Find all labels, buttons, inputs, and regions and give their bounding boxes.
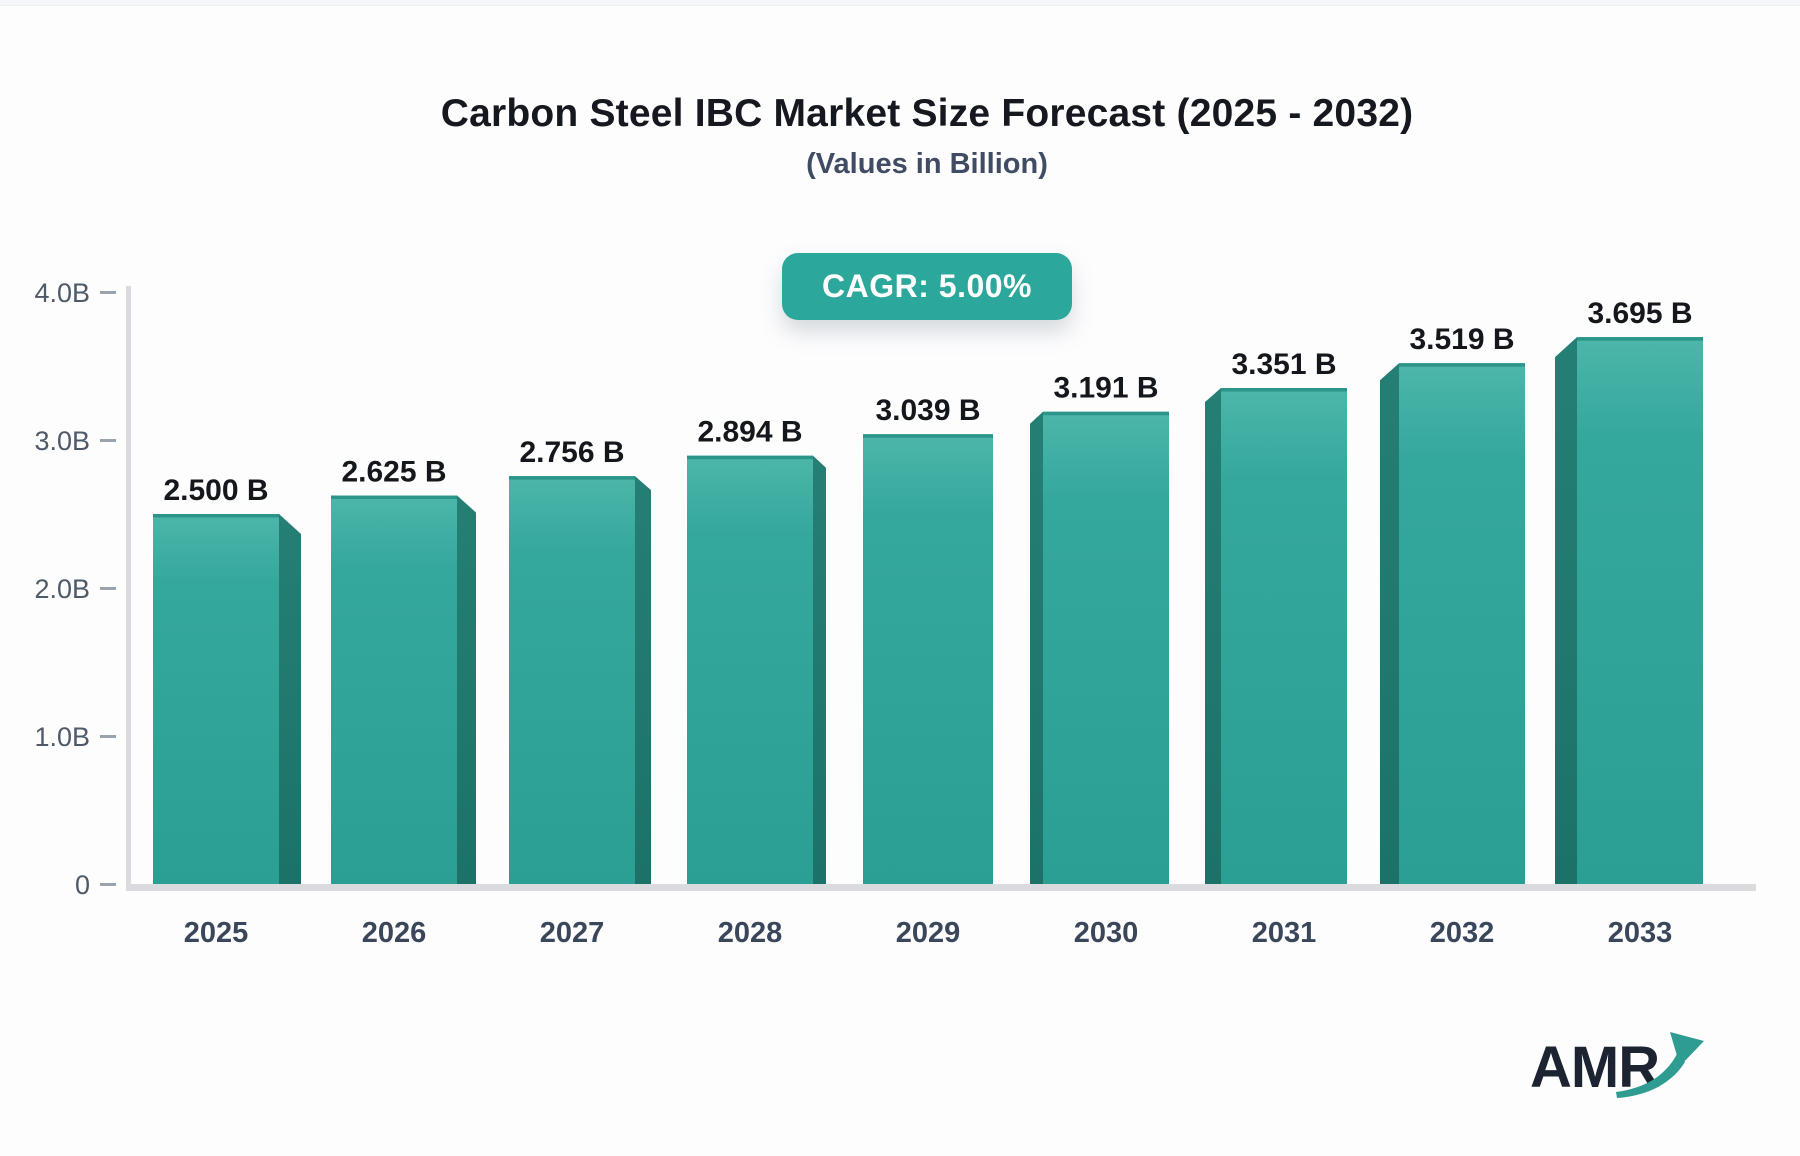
x-label-2028: 2028 <box>718 917 783 949</box>
bar-2029 <box>863 434 993 884</box>
bar-value-label-2026: 2.625 B <box>341 456 446 489</box>
bar-top-edge-2026 <box>331 495 457 499</box>
x-label-2032: 2032 <box>1430 917 1495 949</box>
bar-top-edge-2031 <box>1221 388 1347 392</box>
y-tick-label-0: 0 <box>75 870 90 900</box>
y-tick-label-2.0B: 2.0B <box>34 574 90 604</box>
bar-value-label-2027: 2.756 B <box>519 436 624 469</box>
x-label-2030: 2030 <box>1074 917 1139 949</box>
bar-2033 <box>1577 337 1703 884</box>
y-tick-0 <box>100 883 116 886</box>
bar-side-2025 <box>279 514 301 884</box>
bar-top-edge-2030 <box>1043 411 1169 416</box>
bar-side-2033 <box>1555 337 1577 884</box>
window-top-edge <box>0 0 1800 6</box>
x-label-2027: 2027 <box>540 917 605 949</box>
x-label-2031: 2031 <box>1252 917 1317 949</box>
bar-value-label-2028: 2.894 B <box>697 416 802 449</box>
y-axis-line <box>126 286 131 891</box>
x-axis-line <box>126 884 1756 891</box>
x-label-2033: 2033 <box>1608 917 1673 949</box>
chart-title: Carbon Steel IBC Market Size Forecast (2… <box>440 92 1414 135</box>
bar-side-2028 <box>813 455 826 884</box>
bar-value-label-2025: 2.500 B <box>163 474 268 507</box>
bar-side-2027 <box>635 476 651 884</box>
bar-value-label-2032: 3.519 B <box>1409 323 1514 356</box>
bar-2032 <box>1399 363 1525 884</box>
y-tick-1.0B <box>100 735 116 738</box>
y-tick-label-3.0B: 3.0B <box>34 426 90 456</box>
y-tick-3.0B <box>100 439 116 442</box>
bar-value-label-2029: 3.039 B <box>875 394 980 427</box>
bar-side-2032 <box>1380 363 1399 884</box>
bar-top-edge-2033 <box>1577 337 1703 341</box>
x-label-2029: 2029 <box>896 917 961 949</box>
bar-2027 <box>509 476 635 884</box>
bar-2031 <box>1221 388 1347 884</box>
bar-2030 <box>1043 411 1169 884</box>
cagr-badge: CAGR: 5.00% <box>782 253 1072 320</box>
bar-2028 <box>687 455 813 884</box>
bar-top-edge-2032 <box>1399 363 1525 367</box>
trend-up-arrow-icon <box>1616 1032 1704 1098</box>
x-label-2026: 2026 <box>362 917 427 949</box>
bar-value-label-2030: 3.191 B <box>1053 372 1158 405</box>
bar-side-2031 <box>1205 388 1221 884</box>
chart-subtitle: (Values in Billion) <box>806 148 1048 180</box>
bar-top-edge-2029 <box>863 434 993 438</box>
bar-2025 <box>153 514 279 884</box>
bar-top-edge-2028 <box>687 455 813 460</box>
bar-side-2030 <box>1030 411 1043 884</box>
amr-logo: AMR <box>1530 1032 1730 1116</box>
y-tick-label-1.0B: 1.0B <box>34 722 90 752</box>
bar-top-edge-2027 <box>509 476 635 480</box>
bar-side-2026 <box>457 495 476 884</box>
bar-value-label-2031: 3.351 B <box>1231 348 1336 381</box>
y-tick-4.0B <box>100 291 116 294</box>
y-tick-2.0B <box>100 587 116 590</box>
bar-top-edge-2025 <box>153 514 279 518</box>
x-label-2025: 2025 <box>184 917 249 949</box>
bar-2026 <box>331 495 457 884</box>
y-tick-label-4.0B: 4.0B <box>34 278 90 308</box>
bar-value-label-2033: 3.695 B <box>1587 297 1692 330</box>
